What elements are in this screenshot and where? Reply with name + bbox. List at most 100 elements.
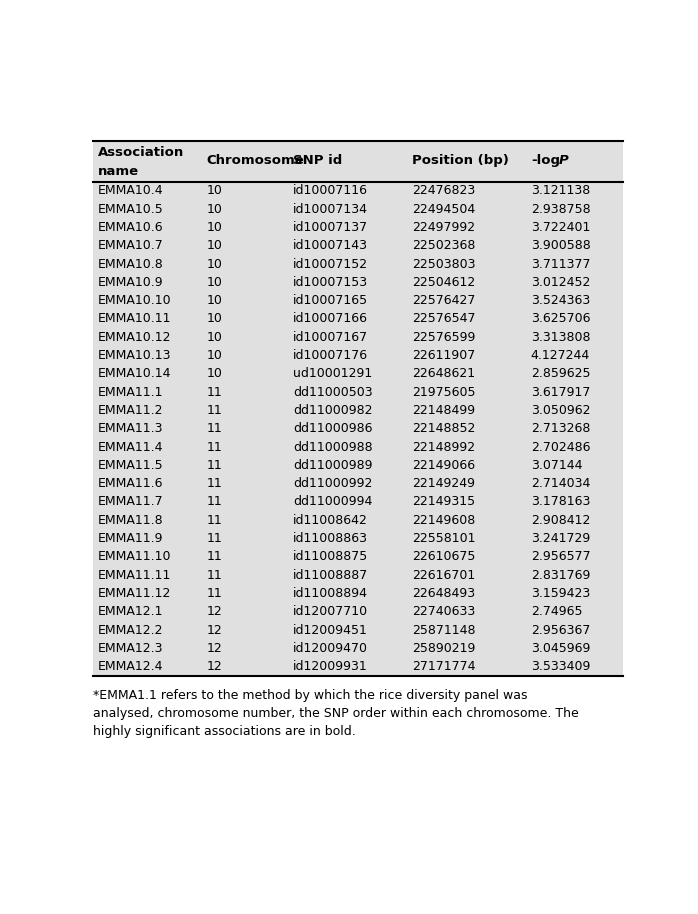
Text: 3.050962: 3.050962 <box>530 404 591 417</box>
Text: 22502368: 22502368 <box>412 239 475 252</box>
Text: 22611907: 22611907 <box>412 349 475 362</box>
Text: id10007165: id10007165 <box>293 294 368 307</box>
Text: EMMA10.6: EMMA10.6 <box>98 221 164 234</box>
Text: 11: 11 <box>207 422 222 435</box>
Text: 11: 11 <box>207 532 222 545</box>
FancyBboxPatch shape <box>93 420 623 439</box>
FancyBboxPatch shape <box>93 402 623 420</box>
FancyBboxPatch shape <box>93 457 623 475</box>
Text: 10: 10 <box>207 349 222 362</box>
FancyBboxPatch shape <box>93 548 623 567</box>
Text: 2.74965: 2.74965 <box>530 605 582 618</box>
Text: 22616701: 22616701 <box>412 569 475 581</box>
FancyBboxPatch shape <box>93 200 623 218</box>
Text: id12009451: id12009451 <box>293 623 368 636</box>
Text: id10007116: id10007116 <box>293 185 368 197</box>
Text: 11: 11 <box>207 550 222 563</box>
Text: 3.045969: 3.045969 <box>530 642 591 654</box>
Text: 22148992: 22148992 <box>412 441 475 453</box>
FancyBboxPatch shape <box>93 384 623 402</box>
Text: EMMA12.3: EMMA12.3 <box>98 642 163 654</box>
Text: 11: 11 <box>207 404 222 417</box>
Text: 10: 10 <box>207 276 222 289</box>
Text: 10: 10 <box>207 294 222 307</box>
Text: 11: 11 <box>207 477 222 490</box>
Text: 2.714034: 2.714034 <box>530 477 591 490</box>
Text: EMMA11.9: EMMA11.9 <box>98 532 163 545</box>
Text: ud10001291: ud10001291 <box>293 367 372 380</box>
Text: -log: -log <box>530 154 560 166</box>
Text: 22148499: 22148499 <box>412 404 475 417</box>
FancyBboxPatch shape <box>93 218 623 237</box>
Text: dd11000503: dd11000503 <box>293 386 373 399</box>
FancyBboxPatch shape <box>93 603 623 622</box>
Text: dd11000992: dd11000992 <box>293 477 372 490</box>
Text: EMMA10.13: EMMA10.13 <box>98 349 172 362</box>
FancyBboxPatch shape <box>93 530 623 548</box>
Text: 2.908412: 2.908412 <box>530 514 591 526</box>
Text: EMMA10.14: EMMA10.14 <box>98 367 172 380</box>
Text: id12009931: id12009931 <box>293 660 368 673</box>
Text: 22740633: 22740633 <box>412 605 475 618</box>
Text: EMMA11.11: EMMA11.11 <box>98 569 172 581</box>
FancyBboxPatch shape <box>93 346 623 366</box>
Text: 2.702486: 2.702486 <box>530 441 591 453</box>
Text: 3.533409: 3.533409 <box>530 660 591 673</box>
Text: dd11000986: dd11000986 <box>293 422 372 435</box>
Text: id10007134: id10007134 <box>293 203 368 216</box>
FancyBboxPatch shape <box>93 310 623 328</box>
Text: 3.900588: 3.900588 <box>530 239 591 252</box>
Text: id10007152: id10007152 <box>293 258 368 271</box>
Text: EMMA11.6: EMMA11.6 <box>98 477 163 490</box>
Text: 3.722401: 3.722401 <box>530 221 591 234</box>
Text: 22576427: 22576427 <box>412 294 475 307</box>
Text: dd11000982: dd11000982 <box>293 404 372 417</box>
Text: 2.956577: 2.956577 <box>530 550 591 563</box>
Text: EMMA11.1: EMMA11.1 <box>98 386 163 399</box>
Text: 22149315: 22149315 <box>412 495 475 508</box>
Text: id10007153: id10007153 <box>293 276 368 289</box>
FancyBboxPatch shape <box>93 585 623 603</box>
Text: id10007176: id10007176 <box>293 349 368 362</box>
FancyBboxPatch shape <box>93 439 623 457</box>
FancyBboxPatch shape <box>93 366 623 384</box>
Text: 10: 10 <box>207 203 222 216</box>
Text: id12009470: id12009470 <box>293 642 368 654</box>
Text: id10007137: id10007137 <box>293 221 368 234</box>
Text: dd11000988: dd11000988 <box>293 441 373 453</box>
Text: 22648621: 22648621 <box>412 367 475 380</box>
Text: 12: 12 <box>207 660 222 673</box>
Text: 22576599: 22576599 <box>412 331 475 344</box>
Text: EMMA11.12: EMMA11.12 <box>98 587 172 600</box>
Text: 25890219: 25890219 <box>412 642 475 654</box>
Text: 4.127244: 4.127244 <box>530 349 590 362</box>
Text: EMMA12.1: EMMA12.1 <box>98 605 163 618</box>
Text: 3.711377: 3.711377 <box>530 258 591 271</box>
Text: 22648493: 22648493 <box>412 587 475 600</box>
Text: 11: 11 <box>207 569 222 581</box>
Text: 10: 10 <box>207 258 222 271</box>
Text: 22148852: 22148852 <box>412 422 475 435</box>
Text: EMMA10.7: EMMA10.7 <box>98 239 164 252</box>
Text: 12: 12 <box>207 642 222 654</box>
Text: EMMA11.10: EMMA11.10 <box>98 550 172 563</box>
Text: 3.012452: 3.012452 <box>530 276 591 289</box>
Text: EMMA10.10: EMMA10.10 <box>98 294 172 307</box>
Text: EMMA10.12: EMMA10.12 <box>98 331 172 344</box>
Text: 2.859625: 2.859625 <box>530 367 591 380</box>
Text: 3.121138: 3.121138 <box>530 185 590 197</box>
Text: EMMA10.9: EMMA10.9 <box>98 276 164 289</box>
Text: 21975605: 21975605 <box>412 386 475 399</box>
Text: 22149608: 22149608 <box>412 514 475 526</box>
Text: 2.956367: 2.956367 <box>530 623 591 636</box>
Text: 10: 10 <box>207 313 222 325</box>
Text: EMMA11.2: EMMA11.2 <box>98 404 163 417</box>
Text: id11008642: id11008642 <box>293 514 368 526</box>
Text: EMMA11.3: EMMA11.3 <box>98 422 163 435</box>
Text: 11: 11 <box>207 587 222 600</box>
Text: 3.617917: 3.617917 <box>530 386 591 399</box>
Text: 10: 10 <box>207 331 222 344</box>
Text: SNP id: SNP id <box>293 154 342 166</box>
Text: 10: 10 <box>207 367 222 380</box>
FancyBboxPatch shape <box>93 328 623 346</box>
